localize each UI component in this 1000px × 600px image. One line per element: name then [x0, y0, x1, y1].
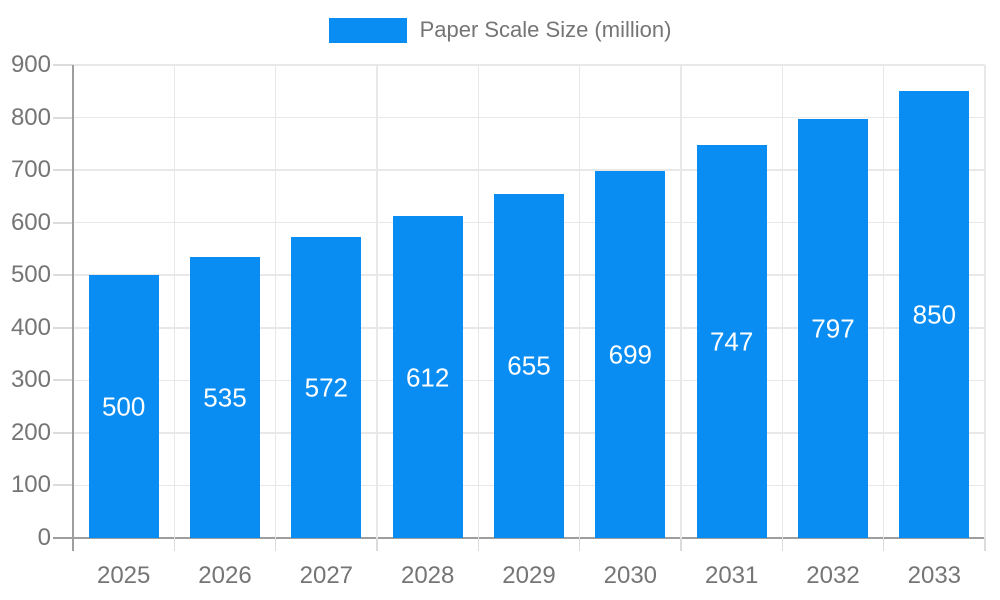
y-axis-tick: [53, 116, 73, 119]
x-axis-label: 2029: [502, 562, 556, 589]
x-axis-tick: [578, 538, 581, 551]
bar: 535: [190, 256, 260, 538]
x-axis-tick: [984, 538, 986, 551]
legend-swatch: [328, 17, 407, 43]
y-axis-label: 500: [10, 261, 51, 289]
y-axis-label: 800: [10, 103, 51, 131]
x-axis-label: 2026: [198, 562, 252, 589]
y-axis-tick: [53, 537, 73, 539]
y-axis-label: 200: [10, 418, 51, 446]
x-axis-label: 2025: [96, 562, 151, 589]
v-gridline: [274, 65, 277, 538]
h-gridline: [73, 64, 985, 66]
bar-value-label: 572: [304, 372, 349, 403]
x-axis-tick: [173, 538, 176, 551]
bar-value-label: 699: [608, 339, 653, 370]
y-axis-label: 700: [10, 156, 51, 184]
bar: 850: [899, 91, 970, 538]
v-gridline: [578, 65, 581, 538]
x-axis-tick: [680, 538, 682, 551]
y-axis-label: 300: [10, 366, 51, 394]
x-axis-tick: [477, 538, 480, 551]
v-gridline: [376, 65, 378, 538]
y-axis-label: 400: [10, 313, 51, 341]
x-axis-tick: [274, 538, 277, 551]
v-gridline: [173, 65, 176, 538]
v-gridline: [984, 65, 986, 538]
y-axis-label: 100: [10, 471, 51, 499]
bar-value-label: 850: [912, 299, 957, 330]
y-axis-tick: [53, 431, 73, 434]
v-gridline: [680, 65, 682, 538]
bar: 500: [88, 275, 159, 538]
x-axis-tick: [376, 538, 378, 551]
v-gridline: [781, 65, 784, 538]
x-axis-label: 2031: [704, 562, 759, 589]
h-gridline: [73, 169, 985, 171]
y-axis-tick: [53, 64, 73, 66]
bar: 797: [798, 119, 868, 538]
bar-value-label: 747: [709, 326, 754, 357]
x-axis-label: 2030: [603, 562, 658, 589]
x-axis-label: 2027: [299, 562, 354, 589]
y-axis-tick: [53, 221, 73, 224]
bar-value-label: 797: [811, 313, 855, 344]
bar: 655: [494, 193, 564, 538]
legend: Paper Scale Size (million): [0, 17, 1000, 43]
bar-value-label: 535: [203, 382, 247, 413]
h-gridline: [73, 116, 985, 119]
x-axis-label: 2032: [806, 562, 860, 589]
bar: 699: [595, 170, 666, 538]
bar: 612: [392, 216, 463, 538]
y-axis-line: [72, 65, 74, 551]
bar: 747: [696, 145, 767, 538]
legend-label: Paper Scale Size (million): [419, 17, 672, 42]
x-axis-label: 2028: [400, 562, 455, 589]
x-axis-tick: [781, 538, 784, 551]
y-axis-label: 900: [10, 51, 51, 78]
y-axis-tick: [53, 326, 73, 329]
bar-value-label: 612: [405, 361, 450, 392]
y-axis-label: 0: [37, 524, 51, 551]
x-axis-baseline: [73, 537, 985, 539]
bar: 572: [291, 237, 362, 538]
y-axis-tick: [53, 379, 73, 382]
v-gridline: [477, 65, 480, 538]
bar-value-label: 500: [101, 391, 146, 422]
y-axis-tick: [53, 484, 73, 487]
y-axis-tick: [53, 169, 73, 172]
y-axis-label: 600: [10, 208, 51, 236]
x-axis-tick: [882, 538, 885, 551]
y-axis-tick: [53, 274, 73, 277]
bar-value-label: 655: [507, 350, 551, 381]
x-axis-label: 2033: [907, 562, 962, 589]
v-gridline: [882, 65, 885, 538]
